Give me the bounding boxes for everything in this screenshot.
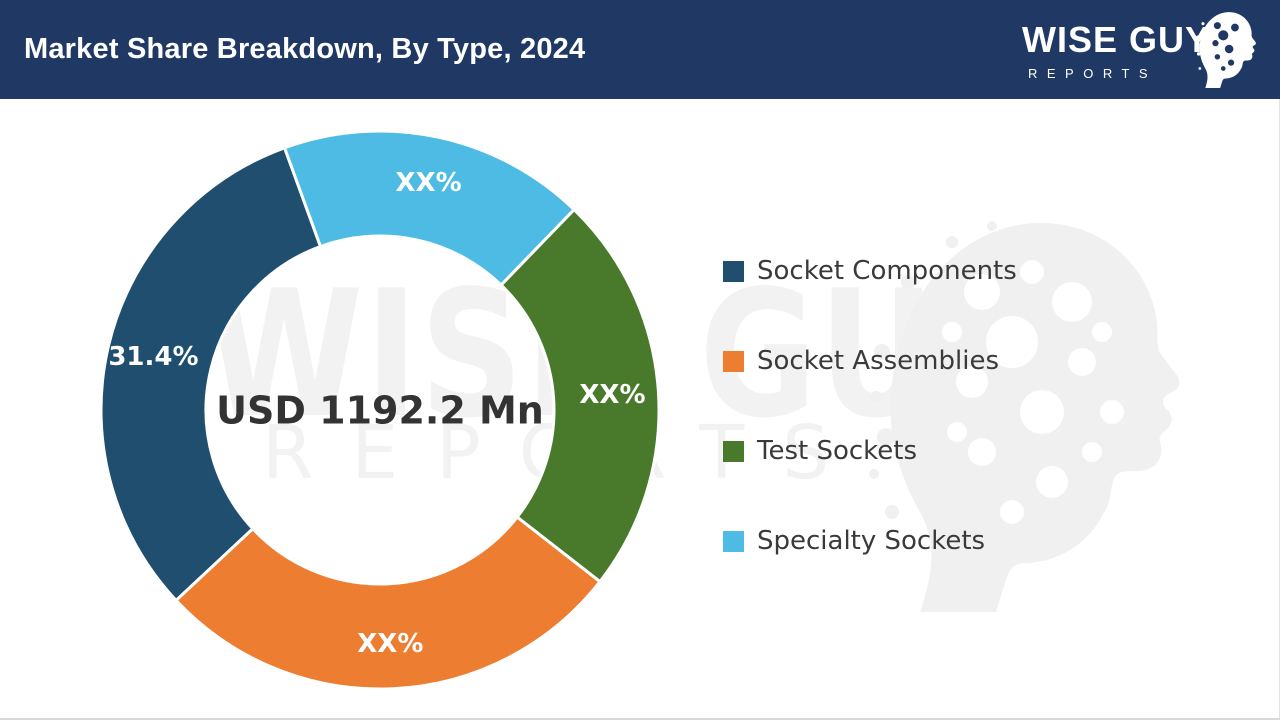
legend-label: Specialty Sockets — [757, 526, 986, 556]
segment-percent-label: XX% — [396, 168, 462, 198]
legend-item-socket-components: Socket Components — [723, 252, 1017, 290]
wise-guy-reports-logo: WISE GUY REPORTS — [1022, 12, 1256, 89]
donut-center-value: USD 1192.2 Mn — [216, 388, 544, 432]
header-bar: Market Share Breakdown, By Type, 2024 WI… — [0, 0, 1280, 99]
page-title: Market Share Breakdown, By Type, 2024 — [24, 33, 586, 65]
logo-text-reports: REPORTS — [1028, 66, 1157, 81]
legend-swatch — [723, 260, 744, 282]
segment-percent-label: XX% — [579, 380, 645, 410]
donut-segment-socket-components — [99, 145, 323, 603]
legend-item-socket-assemblies: Socket Assemblies — [723, 342, 1017, 380]
logo-text-wiseguy: WISE GUY — [1022, 19, 1210, 60]
chart-legend: Socket Components Socket Assemblies Test S… — [723, 252, 1017, 612]
donut-chart: 31.4% XX% XX% XX% USD 1192.2 Mn — [99, 129, 661, 691]
legend-label: Socket Components — [757, 256, 1017, 286]
legend-label: Test Sockets — [757, 436, 918, 466]
legend-swatch — [723, 530, 744, 552]
segment-percent-label: 31.4% — [108, 342, 198, 372]
donut-segment-test-sockets — [498, 207, 661, 584]
watermark-face-graphic — [869, 221, 1180, 612]
legend-item-test-sockets: Test Sockets — [723, 432, 1017, 470]
logo-face-icon — [1196, 12, 1256, 89]
donut-segment-socket-assemblies — [173, 514, 603, 691]
legend-swatch — [723, 440, 744, 462]
legend-item-specialty-sockets: Specialty Sockets — [723, 522, 1017, 560]
legend-label: Socket Assemblies — [757, 346, 999, 376]
segment-percent-label: XX% — [357, 629, 423, 659]
donut-segment-specialty-sockets — [282, 129, 577, 288]
legend-swatch — [723, 350, 744, 372]
